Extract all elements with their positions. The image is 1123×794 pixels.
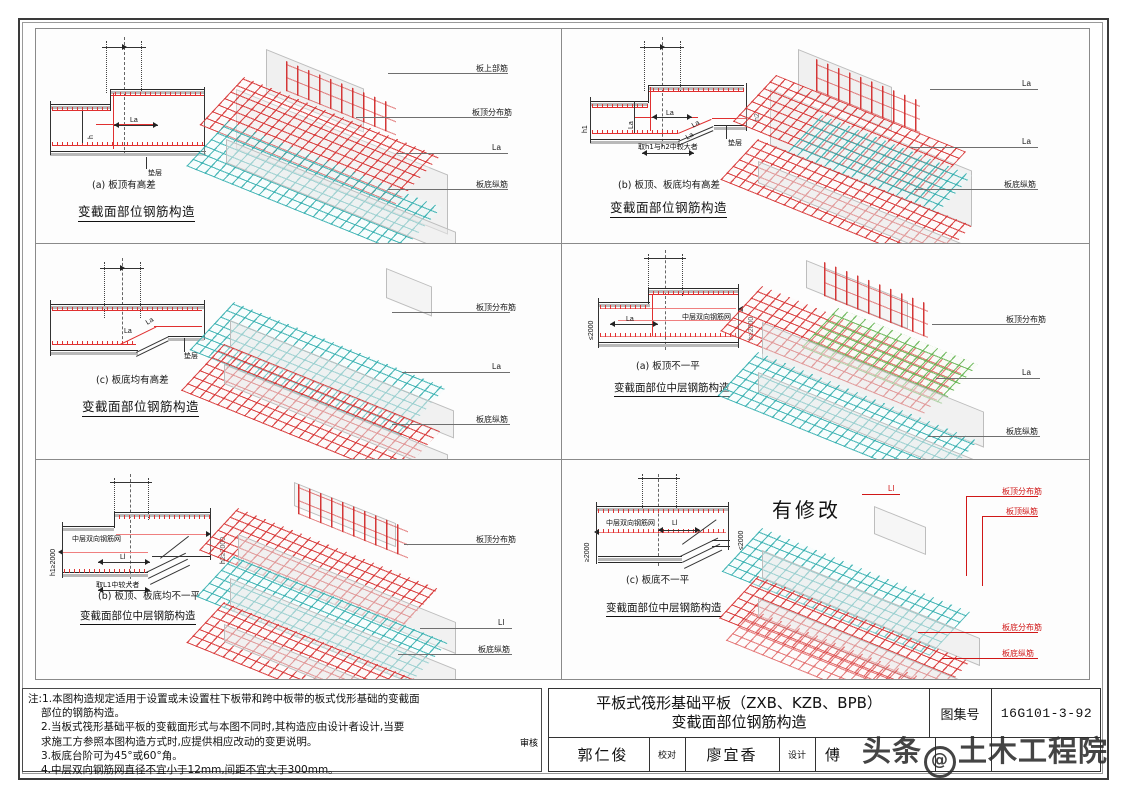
callout-leader — [928, 436, 1040, 437]
callout-label: La — [1022, 137, 1031, 146]
callout-label: La — [1022, 368, 1031, 377]
callout-leader — [356, 117, 508, 118]
section-diagram-b-bottom: h1≥2000 h2≥2000 中层双向钢筋网 Ll 取L1中较大者 — [36, 472, 286, 642]
callout-leader — [404, 544, 510, 545]
modification-annotation: 有修改 — [772, 498, 841, 522]
panel-sub-label: (c) 板底均有高差 — [96, 375, 169, 386]
callout-leader-vertical — [982, 516, 983, 586]
callout-label: La — [492, 362, 501, 371]
panel-sub-label: (a) 板顶不一平 — [636, 361, 700, 372]
drawing-grid: h La 垫层 (a) 板顶有高差 变截面部位钢筋构造 — [35, 28, 1090, 680]
callout-leader — [862, 494, 900, 495]
panel-title: 变截面部位中层钢筋构造 — [614, 380, 730, 397]
notes-heading: 注: — [28, 693, 43, 705]
note-item: 4.中层双向钢筋网直径不宜小于12mm,间距不宜大于300mm。 — [41, 763, 339, 776]
callout-leader — [396, 153, 508, 154]
callout-label: 板顶分布筋 — [476, 303, 516, 312]
sheet-inner-frame — [22, 22, 1103, 774]
panel-b-bottom: h1≥2000 h2≥2000 中层双向钢筋网 Ll 取L1中较大者 (b) 板… — [35, 459, 563, 680]
callout-leader — [942, 658, 1038, 659]
panel-sub-label: (a) 板顶有高差 — [92, 180, 156, 191]
atlas-number-label: 图集号 — [940, 707, 980, 723]
callout-label: 板顶分布筋 — [476, 535, 516, 544]
callout-label: 板底分布筋 — [1002, 623, 1042, 632]
callout-leader — [932, 324, 1040, 325]
checker-label: 校对 — [657, 750, 676, 761]
drawing-title: 平板式筏形基础平板（ZXB、KZB、BPB） 变截面部位钢筋构造 — [596, 694, 882, 732]
callout-label: 板上部筋 — [476, 64, 508, 73]
panel-title: 变截面部位中层钢筋构造 — [80, 608, 196, 625]
note-item: 1.本图构造规定适用于设置或未设置柱下板带和跨中板带的板式伐形基础的变截面 — [42, 693, 420, 705]
title-block-row-top: 平板式筏形基础平板（ZXB、KZB、BPB） 变截面部位钢筋构造 图集号 16G… — [549, 689, 1100, 738]
drawing-title-line2: 变截面部位钢筋构造 — [671, 713, 807, 731]
callout-label: 板底纵筋 — [1004, 180, 1036, 189]
callout-leader — [936, 378, 1040, 379]
note-item: 2.当板式筏形基础平板的变截面形式与本图不同时,其构造应由设计者设计,当要 — [41, 721, 405, 734]
callout-label: Ll — [498, 618, 505, 627]
title-block-row-bottom: 郭仁俊 校对 廖宜香 设计 傅 — [549, 737, 1100, 771]
callout-leader — [982, 516, 1038, 517]
panel-sub-label: (b) 板顶、板底均不一平 — [98, 591, 200, 602]
note-item: 部位的钢筋构造。 — [41, 707, 125, 720]
callout-leader — [392, 312, 510, 313]
designer-label: 设计 — [787, 750, 806, 761]
callout-label: La — [1022, 79, 1031, 88]
panel-b-top: h1 h2 La La La La 取h1与h2中较大者 垫层 (b) 板顶、板… — [561, 28, 1090, 245]
panel-title: 变截面部位钢筋构造 — [610, 197, 728, 218]
panel-sub-label: (b) 板顶、板底均有高差 — [618, 180, 720, 191]
callout-label: Ll — [888, 484, 895, 493]
panel-title: 变截面部位钢筋构造 — [82, 396, 200, 417]
title-block: 平板式筏形基础平板（ZXB、KZB、BPB） 变截面部位钢筋构造 图集号 16G… — [548, 688, 1101, 772]
callout-label: 板顶纵筋 — [1006, 507, 1038, 516]
callout-leader — [402, 372, 510, 373]
callout-label: 板顶分布筋 — [472, 108, 512, 117]
callout-label: 板底纵筋 — [476, 415, 508, 424]
callout-leader — [420, 628, 512, 629]
reviewer-name: 郭仁俊 — [577, 745, 629, 764]
checker-name: 廖宜香 — [706, 745, 758, 764]
section-diagram-c-mid: La La 垫层 — [36, 248, 266, 408]
section-diagram-c-bottom: ≥2000 ≤2000 中层双向钢筋网 Ll — [572, 474, 812, 644]
callout-label: 板底纵筋 — [476, 180, 508, 189]
panel-a-mid: ≤2000 h≥2000 La 中层双向钢筋网 (a) 板顶不一平 变截面部位中… — [561, 243, 1090, 461]
note-item: 求施工方参照本图构造方式时,应提供相应改动的变更说明。 — [41, 735, 318, 748]
panel-sub-label: (c) 板底不一平 — [626, 575, 690, 586]
callout-leader — [388, 73, 508, 74]
callout-label: 板底纵筋 — [1002, 649, 1034, 658]
callout-leader-vertical — [966, 496, 967, 576]
callout-leader — [966, 496, 1038, 497]
notes-block: 注: 1.本图构造规定适用于设置或未设置柱下板带和跨中板带的板式伐形基础的变截面… — [22, 688, 542, 776]
panel-title: 变截面部位钢筋构造 — [78, 201, 196, 222]
note-item: 3.板底台阶可为45°或60°角。 — [41, 749, 183, 762]
panel-c-bottom: ≥2000 ≤2000 中层双向钢筋网 Ll (c) 板底不一平 变截面部位中层… — [561, 459, 1090, 680]
callout-leader — [388, 189, 508, 190]
callout-label: 板底纵筋 — [478, 645, 510, 654]
callout-leader — [398, 654, 512, 655]
callout-leader — [918, 632, 1038, 633]
panel-title: 变截面部位中层钢筋构造 — [606, 600, 722, 617]
iso-view-a-mid — [717, 260, 1068, 460]
callout-label: 板顶分布筋 — [1002, 487, 1042, 496]
callout-leader — [910, 147, 1038, 148]
reviewer-label: 审核 — [520, 739, 539, 749]
callout-leader — [914, 189, 1038, 190]
callout-label: 板底纵筋 — [1006, 427, 1038, 436]
panel-a-top: h La 垫层 (a) 板顶有高差 变截面部位钢筋构造 — [35, 28, 563, 245]
section-diagram-a-mid: ≤2000 h≥2000 La 中层双向钢筋网 — [578, 244, 808, 404]
drawing-title-line1: 平板式筏形基础平板（ZXB、KZB、BPB） — [596, 694, 882, 713]
callout-leader — [392, 424, 510, 425]
callout-label: 板顶分布筋 — [1006, 315, 1046, 324]
panel-c-mid: La La 垫层 (c) 板底均有高差 变截面部位钢筋构造 板顶分布筋 La 板… — [35, 243, 563, 461]
iso-view-b-top — [720, 43, 1058, 244]
atlas-number-value: 16G101-3-92 — [1000, 705, 1093, 721]
designer-name: 傅 — [825, 745, 843, 764]
callout-label: La — [492, 143, 501, 152]
callout-leader — [930, 89, 1038, 90]
